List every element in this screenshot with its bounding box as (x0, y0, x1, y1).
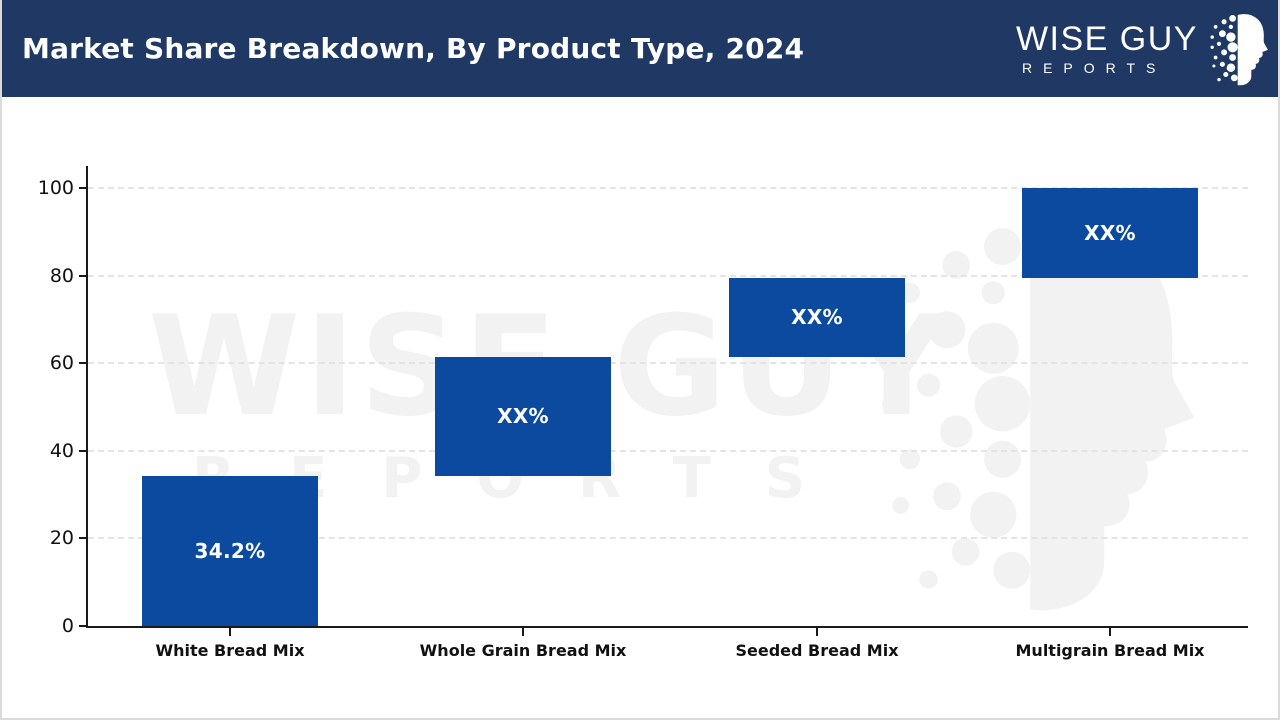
y-axis-line (86, 166, 88, 628)
gridline-80 (88, 274, 1248, 277)
x-tick-white-bread-mix (229, 628, 231, 636)
gridline-40 (88, 449, 1248, 452)
logo-subtext: REPORTS (1021, 59, 1167, 76)
y-tick-label-100: 100 (37, 177, 74, 199)
y-tick-label-80: 80 (49, 264, 74, 287)
y-tick-0 (79, 625, 88, 627)
y-tick-label-20: 20 (49, 527, 74, 550)
bar-value-label-seeded-bread-mix: XX% (791, 305, 843, 330)
bar-whole-grain-bread-mix (435, 356, 611, 477)
y-tick-40 (79, 449, 88, 452)
x-category-label-white-bread-mix: White Bread Mix (155, 641, 305, 660)
y-tick-label-60: 60 (49, 352, 74, 375)
logo-wordmark: WISE GUY (1015, 19, 1198, 58)
bar-multigrain-bread-mix (1022, 188, 1198, 278)
x-category-label-whole-grain-bread-mix: Whole Grain Bread Mix (419, 641, 627, 660)
y-tick-100 (79, 187, 88, 189)
x-tick-seeded-bread-mix (816, 628, 818, 636)
logo-text: WISE GUY REPORTS (1016, 22, 1198, 76)
gridline-20 (88, 537, 1248, 540)
x-tick-whole-grain-bread-mix (522, 628, 524, 636)
x-category-label-multigrain-bread-mix: Multigrain Bread Mix (1015, 641, 1205, 660)
gridline-100 (88, 187, 1248, 189)
y-tick-20 (79, 537, 88, 540)
header-band: Market Share Breakdown, By Product Type,… (0, 0, 1280, 97)
y-tick-label-40: 40 (49, 439, 74, 462)
bar-value-label-multigrain-bread-mix: XX% (1084, 220, 1136, 245)
y-tick-60 (79, 362, 88, 365)
chart-title: Market Share Breakdown, By Product Type,… (22, 32, 805, 65)
bar-seeded-bread-mix (729, 277, 905, 357)
bar-value-label-whole-grain-bread-mix: XX% (497, 404, 549, 429)
x-axis-line (86, 626, 1248, 628)
x-tick-multigrain-bread-mix (1109, 628, 1111, 636)
x-category-label-seeded-bread-mix: Seeded Bread Mix (735, 641, 899, 660)
y-tick-80 (79, 274, 88, 277)
gridline-60 (88, 362, 1248, 365)
bar-white-bread-mix (142, 476, 318, 626)
bar-value-label-white-bread-mix: 34.2% (194, 539, 266, 564)
brand-logo: WISE GUY REPORTS (1016, 9, 1270, 89)
logo-head-icon (1210, 13, 1268, 85)
y-tick-label-0: 0 (61, 615, 74, 637)
